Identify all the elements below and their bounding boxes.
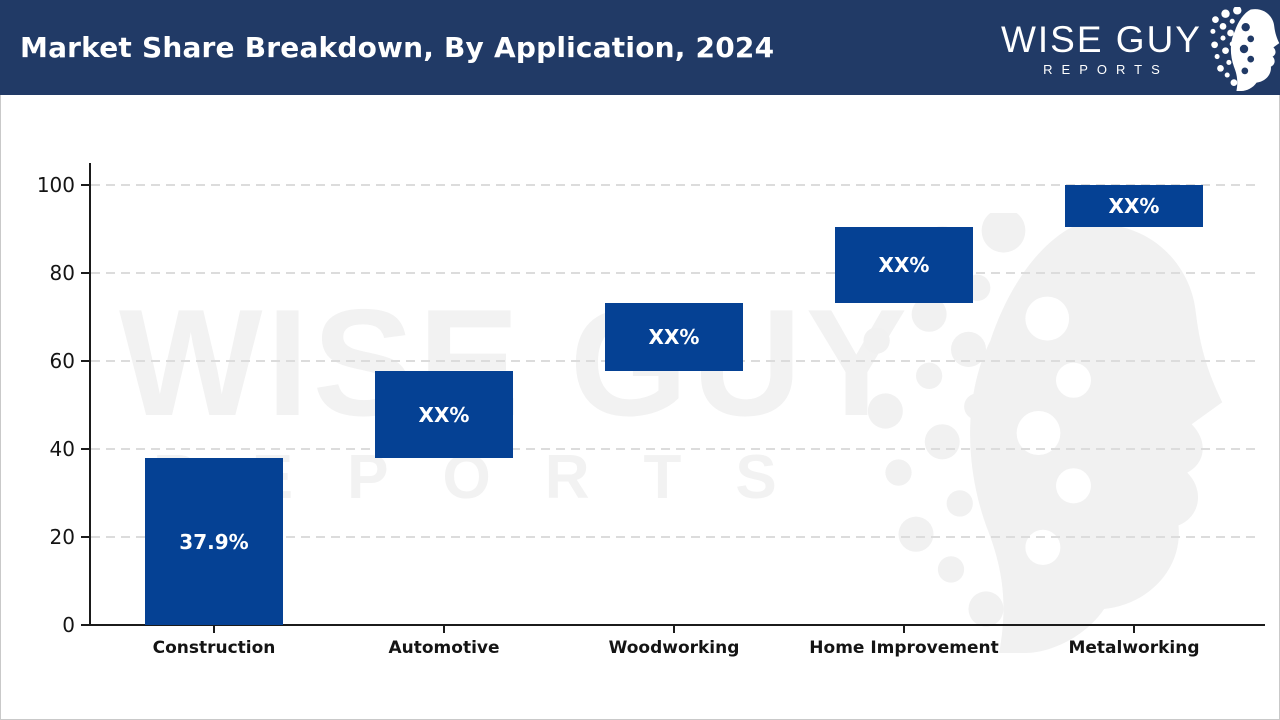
gridline-20	[91, 536, 1261, 538]
x-tick-mark-2	[443, 625, 445, 633]
wise-guy-logo: WISE GUY REPORTS	[1001, 6, 1280, 92]
x-tick-mark-1	[213, 625, 215, 633]
bar-value-label: 37.9%	[179, 529, 249, 554]
bar-woodworking: XX%	[605, 302, 743, 372]
gridline-100	[91, 184, 1261, 186]
y-tick-mark-0	[81, 624, 91, 626]
x-tick-mark-3	[673, 625, 675, 633]
x-axis-line	[89, 624, 1265, 626]
logo-text: WISE GUY REPORTS	[1001, 21, 1202, 77]
bar-metalworking: XX%	[1065, 185, 1203, 227]
y-tick-mark-60	[81, 360, 91, 362]
logo-subtitle: REPORTS	[1043, 62, 1169, 77]
y-axis-tick-label: 20	[49, 525, 75, 549]
wise-guy-head-icon	[1210, 7, 1280, 91]
bar-home-improvement: XX%	[835, 226, 973, 303]
y-axis-tick-label: 80	[49, 261, 75, 285]
x-axis-category-label: Home Improvement	[809, 638, 999, 658]
x-tick-mark-4	[903, 625, 905, 633]
header: Market Share Breakdown, By Application, …	[0, 0, 1280, 95]
bar-construction: 37.9%	[145, 458, 283, 625]
x-axis-category-label: Construction	[152, 638, 276, 658]
bar-value-label: XX%	[1108, 193, 1160, 218]
bar-value-label: XX%	[648, 325, 700, 350]
x-axis-category-label: Automotive	[388, 638, 500, 658]
chart-area: WISE GUY REPORTS 0 20 40 60 80 100 37.9% Constr…	[1, 95, 1279, 719]
gridline-40	[91, 448, 1261, 450]
bar-value-label: XX%	[878, 252, 930, 277]
y-tick-mark-20	[81, 536, 91, 538]
gridline-80	[91, 272, 1261, 274]
plot-area: 0 20 40 60 80 100 37.9% Construction XX% Automoti…	[37, 163, 1265, 658]
page-title: Market Share Breakdown, By Application, …	[20, 31, 775, 64]
y-axis-tick-label: 40	[49, 437, 75, 461]
x-axis-category-label: Metalworking	[1068, 638, 1200, 658]
y-tick-mark-80	[81, 272, 91, 274]
bar-value-label: XX%	[418, 402, 470, 427]
y-tick-mark-100	[81, 184, 91, 186]
y-axis-tick-label: 100	[36, 173, 75, 197]
y-axis-tick-label: 0	[62, 613, 75, 637]
bar-automotive: XX%	[375, 371, 513, 459]
logo-wordmark: WISE GUY	[1000, 19, 1202, 60]
x-axis-category-label: Woodworking	[608, 638, 740, 658]
y-axis-tick-label: 60	[49, 349, 75, 373]
x-tick-mark-5	[1133, 625, 1135, 633]
y-tick-mark-40	[81, 448, 91, 450]
